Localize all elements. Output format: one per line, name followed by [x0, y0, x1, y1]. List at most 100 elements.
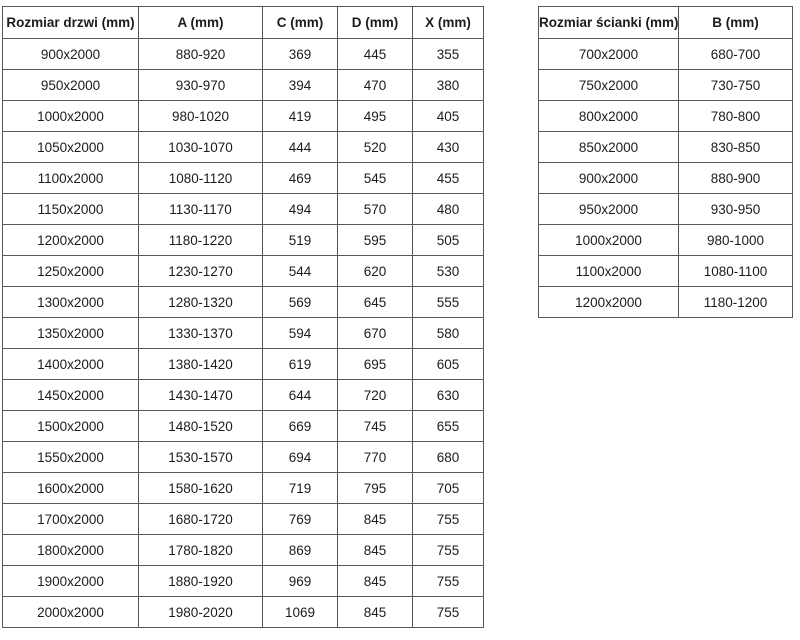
table-row: 700x2000 680-700	[538, 38, 793, 70]
door-sizes-table: Rozmiar drzwi (mm) A (mm) C (mm) D (mm) X (m…	[2, 6, 484, 628]
table-cell: 519	[262, 224, 338, 256]
table-cell: 470	[337, 69, 413, 101]
table-cell: 455	[412, 162, 484, 194]
table-cell: 755	[412, 534, 484, 566]
table-cell: 720	[337, 379, 413, 411]
table-cell: 1080-1100	[678, 255, 793, 287]
table-cell: 1150x2000	[2, 193, 139, 225]
table-cell: 1350x2000	[2, 317, 139, 349]
table-cell: 900x2000	[538, 162, 679, 194]
table-cell: 980-1000	[678, 224, 793, 256]
table-cell: 1430-1470	[138, 379, 263, 411]
table-cell: 620	[337, 255, 413, 287]
table-cell: 755	[412, 596, 484, 628]
table-cell: 619	[262, 348, 338, 380]
table-cell: 1450x2000	[2, 379, 139, 411]
table-row: 950x2000 930-970 394 470 380	[2, 69, 484, 101]
table-row: 1000x2000 980-1000	[538, 224, 793, 256]
column-header: A (mm)	[138, 6, 263, 39]
table-cell: 570	[337, 193, 413, 225]
table-cell: 850x2000	[538, 131, 679, 163]
table-cell: 950x2000	[2, 69, 139, 101]
table-cell: 1200x2000	[2, 224, 139, 256]
table-cell: 980-1020	[138, 100, 263, 132]
table-row: 1000x2000 980-1020 419 495 405	[2, 100, 484, 132]
table-cell: 845	[337, 534, 413, 566]
column-header: B (mm)	[678, 6, 793, 39]
table-cell: 405	[412, 100, 484, 132]
table-cell: 1050x2000	[2, 131, 139, 163]
table-cell: 495	[337, 100, 413, 132]
table-cell: 1250x2000	[2, 255, 139, 287]
column-header: X (mm)	[412, 6, 484, 39]
table-cell: 1100x2000	[2, 162, 139, 194]
table-cell: 719	[262, 472, 338, 504]
table-cell: 1100x2000	[538, 255, 679, 287]
table-cell: 745	[337, 410, 413, 442]
table-row: 850x2000 830-850	[538, 131, 793, 163]
table-cell: 369	[262, 38, 338, 70]
table-cell: 594	[262, 317, 338, 349]
table-cell: 419	[262, 100, 338, 132]
table-cell: 444	[262, 131, 338, 163]
table-cell: 505	[412, 224, 484, 256]
table-cell: 869	[262, 534, 338, 566]
wall-sizes-table-head: Rozmiar ścianki (mm) B (mm)	[538, 6, 793, 39]
table-cell: 900x2000	[2, 38, 139, 70]
table-cell: 430	[412, 131, 484, 163]
table-cell: 750x2000	[538, 69, 679, 101]
table-cell: 1069	[262, 596, 338, 628]
table-cell: 1980-2020	[138, 596, 263, 628]
table-cell: 1280-1320	[138, 286, 263, 318]
table-row: 1350x2000 1330-1370 594 670 580	[2, 317, 484, 349]
table-row: 900x2000 880-920 369 445 355	[2, 38, 484, 70]
table-cell: 520	[337, 131, 413, 163]
column-header: Rozmiar ścianki (mm)	[538, 6, 679, 39]
table-cell: 1130-1170	[138, 193, 263, 225]
table-row: 1500x2000 1480-1520 669 745 655	[2, 410, 484, 442]
table-row: 1150x2000 1130-1170 494 570 480	[2, 193, 484, 225]
table-cell: 1300x2000	[2, 286, 139, 318]
table-row: 1050x2000 1030-1070 444 520 430	[2, 131, 484, 163]
table-cell: 545	[337, 162, 413, 194]
table-cell: 1380-1420	[138, 348, 263, 380]
table-cell: 580	[412, 317, 484, 349]
column-header: D (mm)	[337, 6, 413, 39]
table-cell: 669	[262, 410, 338, 442]
table-cell: 694	[262, 441, 338, 473]
table-cell: 530	[412, 255, 484, 287]
door-sizes-table-body: 900x2000 880-920 369 445 355 950x2000 930-970 3…	[2, 38, 484, 628]
table-cell: 1480-1520	[138, 410, 263, 442]
table-cell: 1080-1120	[138, 162, 263, 194]
table-cell: 605	[412, 348, 484, 380]
table-cell: 1000x2000	[2, 100, 139, 132]
table-cell: 1030-1070	[138, 131, 263, 163]
table-cell: 644	[262, 379, 338, 411]
table-cell: 969	[262, 565, 338, 597]
table-row: 950x2000 930-950	[538, 193, 793, 225]
table-cell: 380	[412, 69, 484, 101]
table-row: 1200x2000 1180-1220 519 595 505	[2, 224, 484, 256]
header-row: Rozmiar drzwi (mm) A (mm) C (mm) D (mm) X (m…	[2, 6, 484, 39]
table-row: 1250x2000 1230-1270 544 620 530	[2, 255, 484, 287]
table-row: 1900x2000 1880-1920 969 845 755	[2, 565, 484, 597]
table-cell: 1500x2000	[2, 410, 139, 442]
table-cell: 830-850	[678, 131, 793, 163]
table-row: 1400x2000 1380-1420 619 695 605	[2, 348, 484, 380]
column-header: C (mm)	[262, 6, 338, 39]
table-cell: 800x2000	[538, 100, 679, 132]
table-cell: 880-900	[678, 162, 793, 194]
table-cell: 394	[262, 69, 338, 101]
table-cell: 730-750	[678, 69, 793, 101]
table-cell: 950x2000	[538, 193, 679, 225]
wall-sizes-table-body: 700x2000 680-700 750x2000 730-750 800x2000 78…	[538, 38, 793, 318]
table-cell: 770	[337, 441, 413, 473]
table-row: 750x2000 730-750	[538, 69, 793, 101]
table-cell: 1900x2000	[2, 565, 139, 597]
table-cell: 630	[412, 379, 484, 411]
table-cell: 1700x2000	[2, 503, 139, 535]
table-cell: 1200x2000	[538, 286, 679, 318]
table-cell: 930-970	[138, 69, 263, 101]
table-row: 1600x2000 1580-1620 719 795 705	[2, 472, 484, 504]
